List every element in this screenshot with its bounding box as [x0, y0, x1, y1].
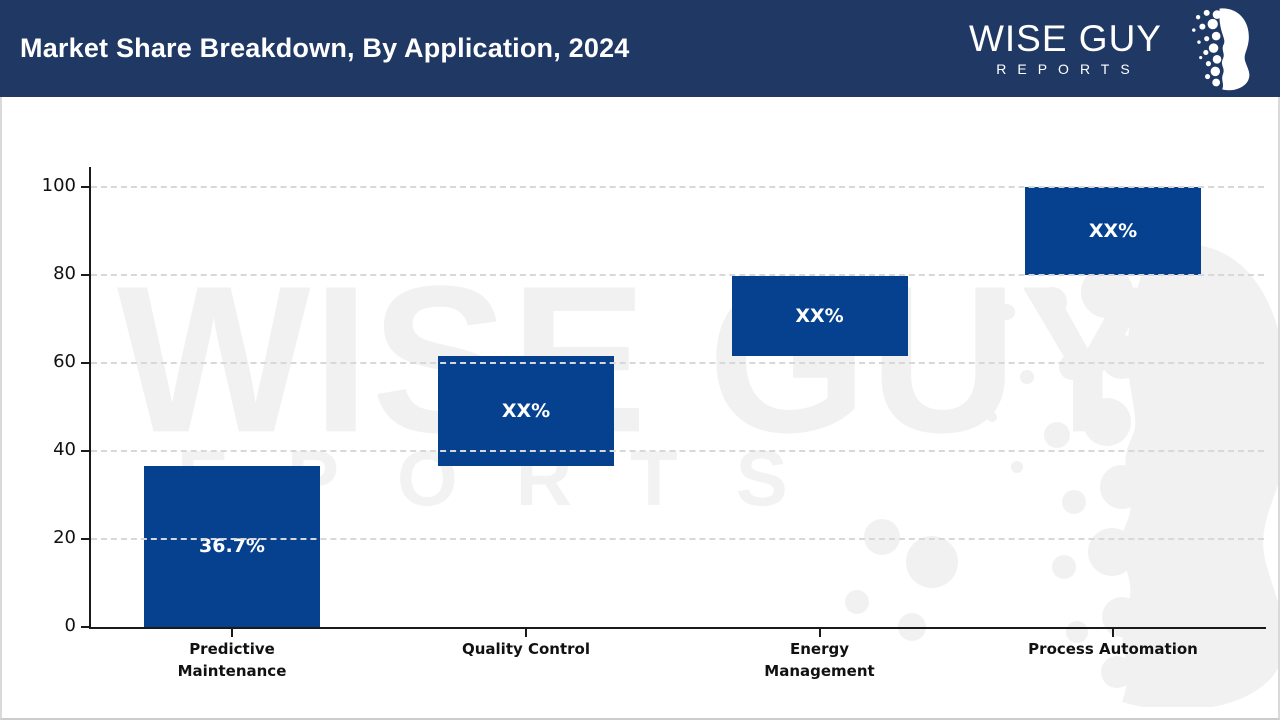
y-tick-label-100: 100: [41, 175, 76, 196]
x-tick-3: [818, 629, 821, 637]
bar-value-label: XX%: [1088, 220, 1138, 242]
x-category-label: Predictive Maintenance: [177, 640, 287, 680]
brand-head-icon: [1192, 7, 1250, 90]
y-tick-label-40: 40: [53, 439, 76, 460]
gridline-60: [91, 362, 1264, 364]
page-title: Market Share Breakdown, By Application, …: [20, 33, 630, 63]
x-category-label: Quality Control: [461, 640, 590, 658]
brand-wordmark: WISE GUY REPORTS: [969, 20, 1162, 77]
x-tick-4: [1112, 629, 1114, 637]
chart-area: WISE GUY EPORTS 36.7% XX% XX% XX% 0 20 40 60 80 1…: [0, 97, 1280, 720]
y-tick-20: [81, 538, 89, 540]
y-tick-label-60: 60: [53, 351, 76, 372]
y-tick-0: [81, 626, 89, 628]
brand-logo: WISE GUY REPORTS: [969, 6, 1254, 92]
header-bar: Market Share Breakdown, By Application, …: [0, 0, 1280, 97]
y-tick-80: [81, 274, 89, 276]
x-tick-1: [231, 629, 233, 637]
bar-energy-management: XX%: [731, 275, 908, 357]
bar-value-label: XX%: [795, 305, 844, 328]
bar-value-label: 36.7%: [199, 535, 265, 558]
bar-process-automation: XX%: [1025, 187, 1201, 275]
x-category-label: Process Automation: [1028, 640, 1198, 658]
gridline-40: [91, 450, 1264, 452]
brand-subtitle: REPORTS: [996, 61, 1141, 77]
y-tick-40: [81, 450, 89, 452]
x-category-label: Energy Management: [764, 640, 875, 680]
y-axis-line: [89, 167, 91, 627]
gridline-80: [91, 274, 1264, 276]
brand-name: WISE GUY: [968, 18, 1162, 59]
x-tick-2: [525, 629, 527, 637]
y-tick-label-20: 20: [53, 527, 76, 548]
y-tick-label-0: 0: [64, 615, 76, 636]
gridline-20: [91, 538, 1264, 540]
x-axis-line: [89, 627, 1266, 629]
watermark-text: WISE GUY: [117, 242, 1159, 477]
gridline-100: [91, 186, 1264, 188]
bar-value-label: XX%: [501, 399, 551, 422]
y-tick-label-80: 80: [53, 263, 76, 284]
bar-predictive-maintenance: 36.7%: [144, 465, 320, 627]
y-tick-60: [81, 362, 89, 364]
y-tick-100: [81, 186, 89, 188]
bar-quality-control: XX%: [438, 356, 614, 466]
